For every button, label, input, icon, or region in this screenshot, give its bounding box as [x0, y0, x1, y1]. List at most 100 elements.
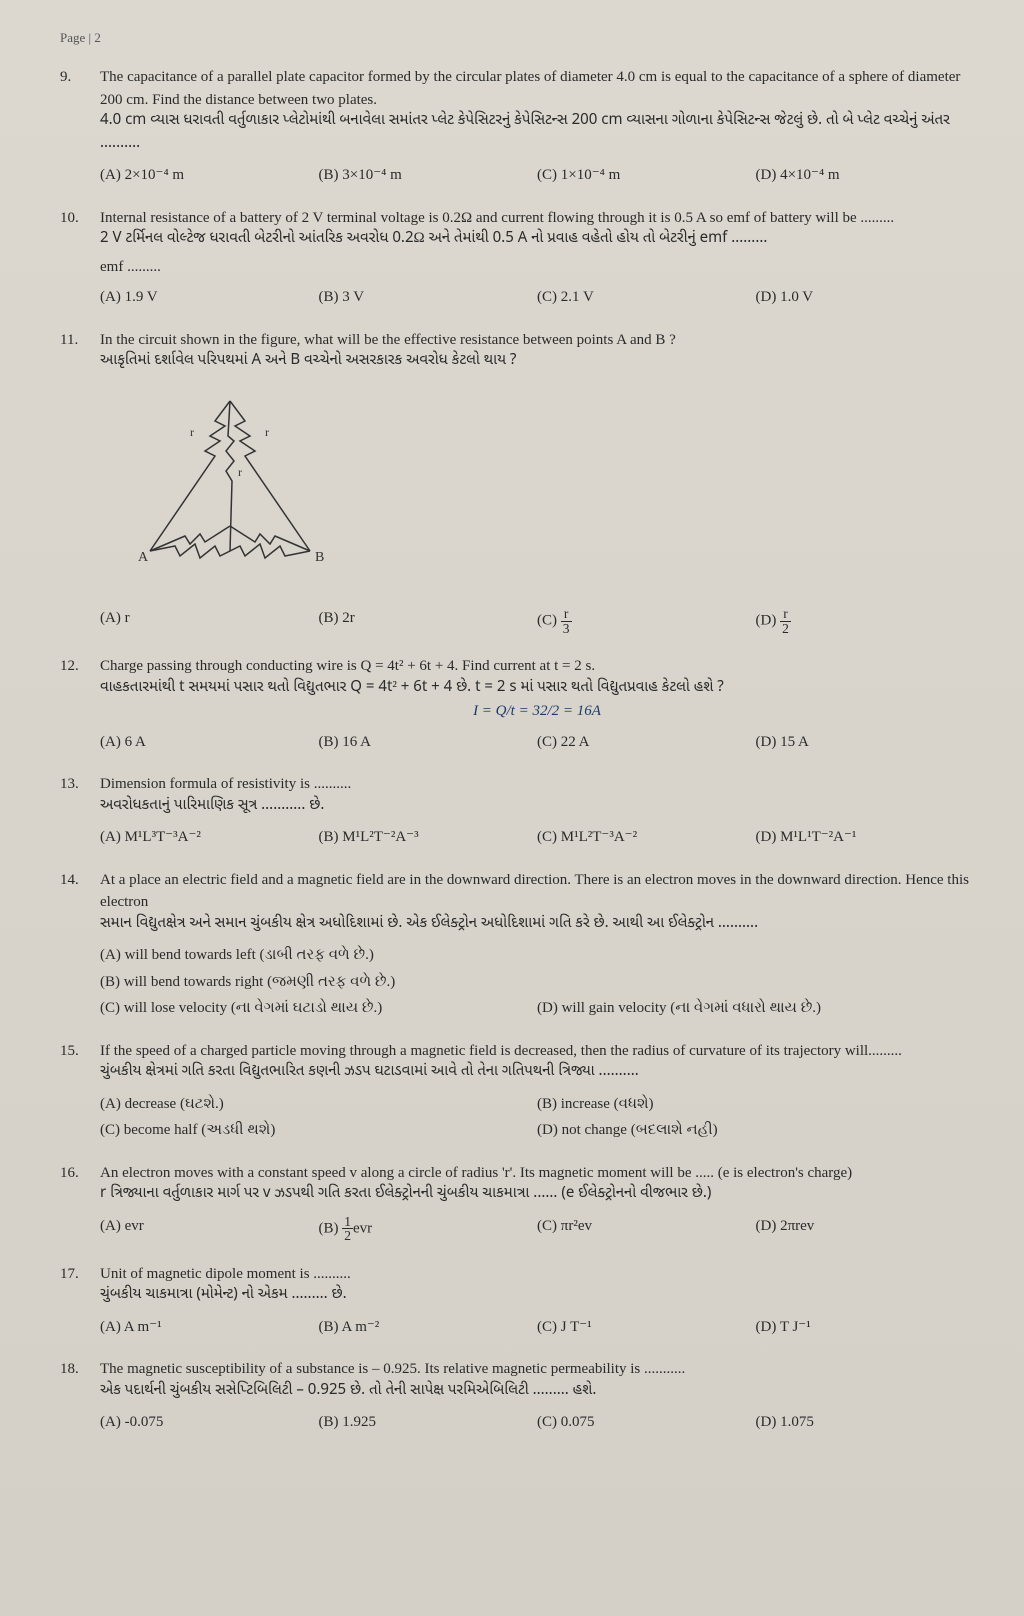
question-text-gu: 2 V ટર્મિનલ વોલ્ટેજ ધરાવતી બેટરીનો આંતરિ… [100, 229, 974, 252]
question-text-en: At a place an electric field and a magne… [100, 869, 974, 914]
option-d: (D) will gain velocity (ના વેગમાં વધારો … [537, 995, 974, 1022]
question-text-en: The capacitance of a parallel plate capa… [100, 66, 974, 111]
svg-text:B: B [315, 550, 324, 565]
svg-text:r: r [238, 465, 242, 479]
option-c: (C) will lose velocity (ના વેગમાં ઘટાડો … [100, 995, 537, 1022]
question-text-gu: r ત્રિજ્યાના વર્તુળાકાર માર્ગ પર v ઝડપથી… [100, 1184, 974, 1207]
option-b: (B) 1.925 [319, 1409, 538, 1436]
option-a: (A) decrease (ઘટશે.) [100, 1091, 537, 1118]
question-18: 18. The magnetic susceptibility of a sub… [60, 1358, 974, 1436]
option-b: (B) 16 A [319, 729, 538, 756]
option-a: (A) 2×10⁻⁴ m [100, 162, 319, 189]
option-b: (B) 12evr [319, 1213, 538, 1245]
option-b: (B) will bend towards right (જમણી તરફ વળ… [100, 969, 974, 996]
option-d: (D) 15 A [756, 729, 975, 756]
option-c: (C) M¹L²T⁻³A⁻² [537, 824, 756, 851]
option-b: (B) 3 V [319, 284, 538, 311]
question-number: 15. [60, 1040, 79, 1063]
option-d: (D) 1.075 [756, 1409, 975, 1436]
option-d: (D) 4×10⁻⁴ m [756, 162, 975, 189]
question-number: 18. [60, 1358, 79, 1381]
question-text-gu: આકૃતિમાં દર્શાવેલ પરિપથમાં A અને B વચ્ચે… [100, 351, 974, 374]
svg-text:r: r [265, 425, 269, 439]
question-14: 14. At a place an electric field and a m… [60, 869, 974, 1022]
options: (A) 1.9 V (B) 3 V (C) 2.1 V (D) 1.0 V [100, 284, 974, 311]
options: (A) A m⁻¹ (B) A m⁻² (C) J T⁻¹ (D) T J⁻¹ [100, 1314, 974, 1341]
question-text-gu: વાહકતારમાંથી t સમયમાં પસાર થતો વિદ્યુતભા… [100, 678, 974, 701]
option-b: (B) 2r [319, 605, 538, 637]
option-d: (D) 1.0 V [756, 284, 975, 311]
option-d: (D) not change (બદલાશે નહી) [537, 1117, 974, 1144]
options: (A) M¹L³T⁻³A⁻² (B) M¹L²T⁻²A⁻³ (C) M¹L²T⁻… [100, 824, 974, 851]
option-a: (A) 1.9 V [100, 284, 319, 311]
options: (A) 2×10⁻⁴ m (B) 3×10⁻⁴ m (C) 1×10⁻⁴ m (… [100, 162, 974, 189]
question-text-en: Dimension formula of resistivity is ....… [100, 773, 974, 796]
option-a: (A) 6 A [100, 729, 319, 756]
question-text-en: The magnetic susceptibility of a substan… [100, 1358, 974, 1381]
question-text-en: An electron moves with a constant speed … [100, 1162, 974, 1185]
svg-text:r: r [190, 425, 194, 439]
option-a: (A) evr [100, 1213, 319, 1245]
option-b: (B) A m⁻² [319, 1314, 538, 1341]
option-d: (D) 2πrev [756, 1213, 975, 1245]
question-13: 13. Dimension formula of resistivity is … [60, 773, 974, 851]
question-number: 13. [60, 773, 79, 796]
option-c: (C) πr²ev [537, 1213, 756, 1245]
option-c: (C) r3 [537, 605, 756, 637]
option-a: (A) M¹L³T⁻³A⁻² [100, 824, 319, 851]
option-b: (B) M¹L²T⁻²A⁻³ [319, 824, 538, 851]
question-number: 14. [60, 869, 79, 892]
circuit-diagram: A B r r r [120, 386, 974, 594]
question-text-gu: 4.0 cm વ્યાસ ધરાવતી વર્તુળાકાર પ્લેટોમાં… [100, 111, 974, 156]
question-number: 10. [60, 207, 79, 230]
question-9: 9. The capacitance of a parallel plate c… [60, 66, 974, 189]
options: (A) decrease (ઘટશે.) (B) increase (વધશે)… [100, 1091, 974, 1144]
question-16: 16. An electron moves with a constant sp… [60, 1162, 974, 1245]
options: (A) -0.075 (B) 1.925 (C) 0.075 (D) 1.075 [100, 1409, 974, 1436]
question-text-en: In the circuit shown in the figure, what… [100, 329, 974, 352]
question-text-gu: એક પદાર્થની ચુંબકીય સસેપ્ટિબિલિટી – 0.92… [100, 1381, 974, 1404]
option-d: (D) M¹L¹T⁻²A⁻¹ [756, 824, 975, 851]
option-c: (C) 0.075 [537, 1409, 756, 1436]
option-d: (D) T J⁻¹ [756, 1314, 975, 1341]
option-c: (C) J T⁻¹ [537, 1314, 756, 1341]
question-text-en: If the speed of a charged particle movin… [100, 1040, 974, 1063]
option-a: (A) r [100, 605, 319, 637]
option-a: (A) will bend towards left (ડાબી તરફ વળે… [100, 942, 974, 969]
question-text-gu: ચુંબકીય ચાકમાત્રા (મોમેન્ટ) નો એકમ .....… [100, 1285, 974, 1308]
option-d: (D) r2 [756, 605, 975, 637]
option-c: (C) 22 A [537, 729, 756, 756]
question-17: 17. Unit of magnetic dipole moment is ..… [60, 1263, 974, 1341]
options: (A) r (B) 2r (C) r3 (D) r2 [100, 605, 974, 637]
question-11: 11. In the circuit shown in the figure, … [60, 329, 974, 638]
question-text-gu: ચુંબકીય ક્ષેત્રમાં ગતિ કરતા વિદ્યુતભારિત… [100, 1062, 974, 1085]
question-text-gu: સમાન વિદ્યુતક્ષેત્ર અને સમાન ચુંબકીય ક્ષ… [100, 914, 974, 937]
options: (A) evr (B) 12evr (C) πr²ev (D) 2πrev [100, 1213, 974, 1245]
emf-label: emf ......... [100, 256, 974, 279]
question-number: 9. [60, 66, 71, 89]
question-number: 16. [60, 1162, 79, 1185]
option-b: (B) 3×10⁻⁴ m [319, 162, 538, 189]
question-number: 11. [60, 329, 78, 352]
question-text-en: Charge passing through conducting wire i… [100, 655, 974, 678]
exam-page: Page | 2 9. The capacitance of a paralle… [0, 0, 1024, 1616]
options: (A) 6 A (B) 16 A (C) 22 A (D) 15 A [100, 729, 974, 756]
handwritten-work: I = Q/t = 32/2 = 16A [100, 700, 974, 723]
option-b: (B) increase (વધશે) [537, 1091, 974, 1118]
question-10: 10. Internal resistance of a battery of … [60, 207, 974, 311]
page-number: Page | 2 [60, 30, 974, 46]
question-12: 12. Charge passing through conducting wi… [60, 655, 974, 755]
option-a: (A) -0.075 [100, 1409, 319, 1436]
option-a: (A) A m⁻¹ [100, 1314, 319, 1341]
question-number: 12. [60, 655, 79, 678]
question-text-en: Unit of magnetic dipole moment is ......… [100, 1263, 974, 1286]
svg-text:A: A [138, 550, 149, 565]
question-text-gu: અવરોધકતાનું પારિમાણિક સૂત્ર ........... … [100, 796, 974, 819]
option-c: (C) 2.1 V [537, 284, 756, 311]
question-text-en: Internal resistance of a battery of 2 V … [100, 207, 974, 230]
options: (A) will bend towards left (ડાબી તરફ વળે… [100, 942, 974, 1022]
option-c: (C) 1×10⁻⁴ m [537, 162, 756, 189]
question-15: 15. If the speed of a charged particle m… [60, 1040, 974, 1144]
option-c: (C) become half (અડધી થશે) [100, 1117, 537, 1144]
question-number: 17. [60, 1263, 79, 1286]
